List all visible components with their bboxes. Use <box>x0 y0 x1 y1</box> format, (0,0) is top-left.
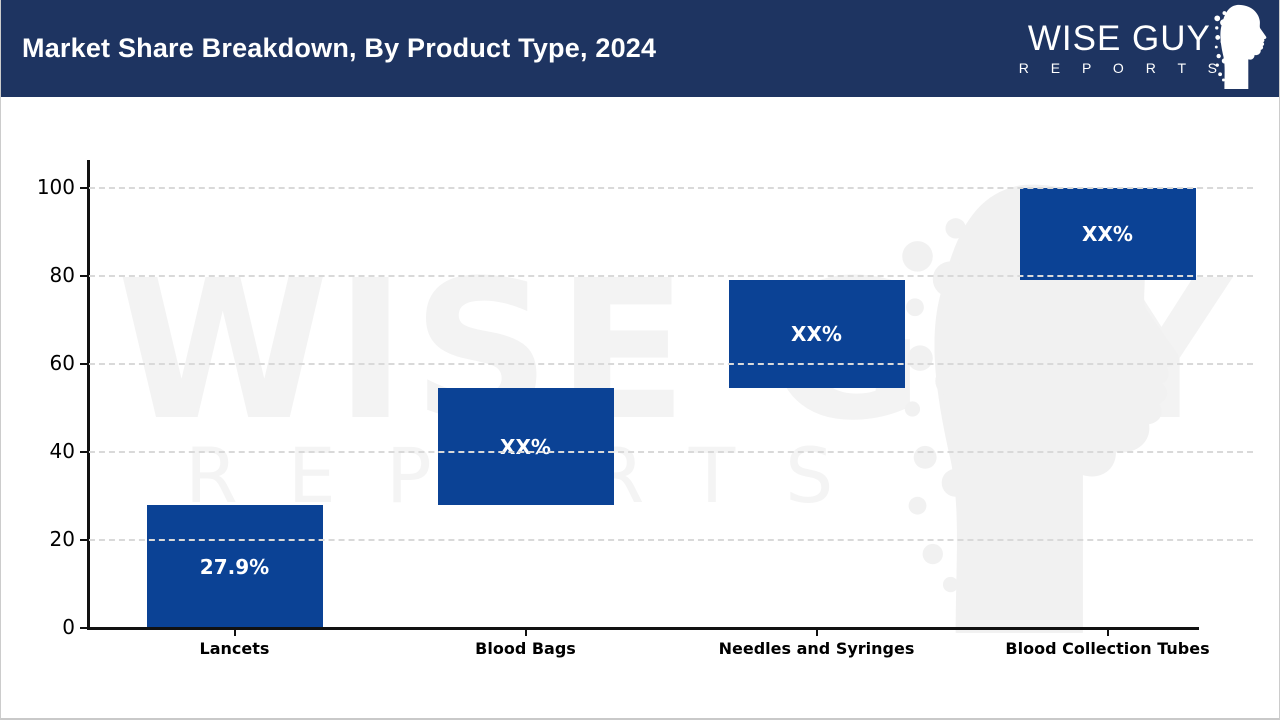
y-axis-tick <box>80 627 88 629</box>
logo-head-icon <box>1214 4 1267 90</box>
x-axis-tick <box>1106 628 1109 636</box>
brand-logo: WISE GUY R E P O R T S <box>1013 4 1276 90</box>
y-axis-spine <box>87 160 90 630</box>
x-axis-tick <box>524 628 527 636</box>
gridline <box>89 538 1253 541</box>
bar: XX% <box>728 280 905 388</box>
x-axis-category-label: Needles and Syringes <box>718 639 915 658</box>
bar-value-label: XX% <box>791 321 842 346</box>
y-axis-tick <box>80 186 88 189</box>
y-axis-tick-label: 60 <box>49 350 75 375</box>
x-axis-category-label: Blood Collection Tubes <box>1005 639 1210 658</box>
bar-value-label: XX% <box>500 434 551 459</box>
bar: XX% <box>437 387 614 506</box>
bar: 27.9% <box>146 505 323 628</box>
y-axis-tick-label: 80 <box>49 262 75 287</box>
x-axis-category-label: Blood Bags <box>475 639 576 658</box>
logo-text: WISE GUY R E P O R T S <box>1013 19 1226 76</box>
y-axis-tick-label: 40 <box>49 438 75 463</box>
gridline <box>89 362 1253 365</box>
y-axis-tick <box>80 362 88 365</box>
y-axis-tick <box>80 274 88 277</box>
bar: XX% <box>1019 187 1196 280</box>
header-bar: Market Share Breakdown, By Product Type,… <box>1 0 1279 97</box>
x-axis-category-label: Lancets <box>199 639 270 658</box>
y-axis-tick-label: 100 <box>36 174 75 199</box>
x-axis-tick <box>815 628 818 636</box>
x-axis-tick <box>233 628 236 636</box>
plot-area: 0 20 40 60 80 100 27.9% Lancets XX% Blood Bags XX%… <box>1 97 1279 718</box>
logo-wordmark: WISE GUY <box>1027 18 1211 58</box>
logo-subtext: R E P O R T S <box>1018 59 1226 76</box>
bar-value-label: 27.9% <box>199 554 270 579</box>
gridline <box>89 186 1253 189</box>
gridline <box>89 274 1253 277</box>
y-axis-tick <box>80 538 88 541</box>
x-axis-spine <box>89 627 1199 630</box>
y-axis-tick-label: 20 <box>49 526 75 551</box>
gridline <box>89 450 1253 453</box>
bar-value-label: XX% <box>1082 221 1133 246</box>
y-axis-tick-label: 0 <box>62 615 75 639</box>
y-axis-tick <box>80 450 88 453</box>
chart-title: Market Share Breakdown, By Product Type,… <box>22 33 657 63</box>
